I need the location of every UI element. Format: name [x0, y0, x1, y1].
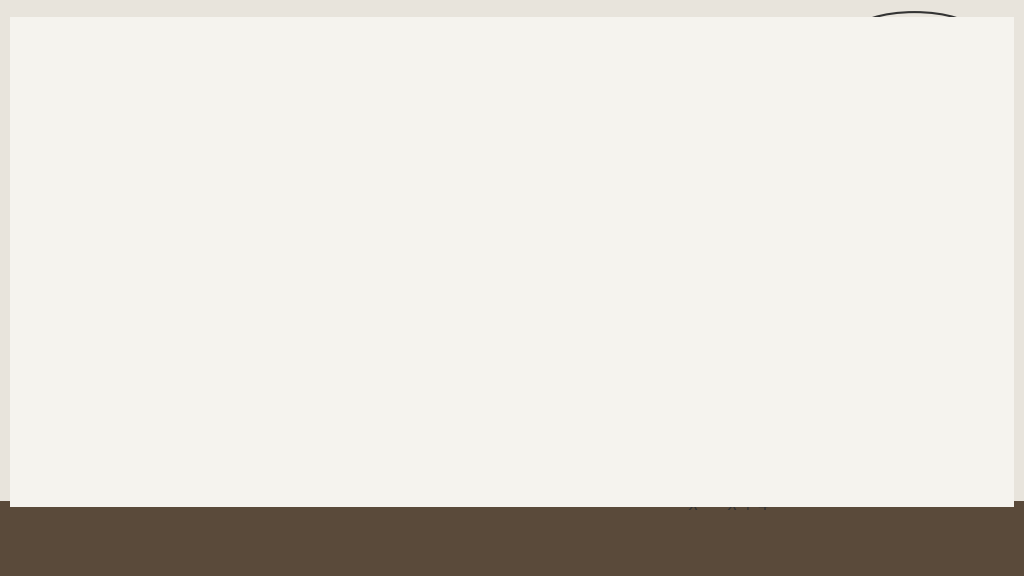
Text: 7.  Verify 3, −1, −1/3 are the zeroes of the cubic polynomial.: 7. Verify 3, −1, −1/3 are the zeroes of … — [56, 426, 676, 444]
Text: 5.  Find a quadratic polynomial, the sum and product of whose zeroes are 1/4, −1: 5. Find a quadratic polynomial, the sum … — [56, 92, 893, 110]
Text: 4.  Check whether −2 and 2 are the zeroes of the polynomial x⁴−16.: 4. Check whether −2 and 2 are the zeroes… — [56, 28, 754, 47]
Bar — [10, 468, 1014, 501]
Text: $x^2-x+4$: $x^2-x+4$ — [688, 495, 769, 515]
Text: = 0: = 0 — [187, 270, 222, 289]
Bar — [0, 501, 1024, 576]
Text: the following questions.: the following questions. — [307, 319, 558, 338]
Text: 8.  Draw the graph of y = 6 – x – x² and find zeroes from that graph.: 8. Draw the graph of y = 6 – x – x² and … — [56, 472, 752, 490]
Text: SECTION – III: SECTION – III — [429, 270, 595, 289]
Text: 2) Each question carries: 2) Each question carries — [123, 362, 379, 381]
Text: T.S.: T.S. — [30, 478, 60, 492]
Text: $p(x) = 3x^3-5x^2-11x-$: $p(x) = 3x^3-5x^2-11x-$ — [604, 420, 830, 446]
Text: $x=3$: $x=3$ — [892, 22, 937, 40]
Text: 4: 4 — [428, 362, 442, 381]
Text: all: all — [274, 319, 303, 338]
Text: 6.  If x³−6x²+6x+k is completely divisible by x−3, then find the value of k.: 6. If x³−6x²+6x+k is completely divisibl… — [56, 207, 817, 225]
Text: Note :   1) Answer: Note : 1) Answer — [56, 319, 249, 338]
Text: 1: 1 — [989, 476, 1001, 494]
Text: Marks.: Marks. — [445, 362, 523, 381]
Text: respectively.: respectively. — [102, 138, 230, 156]
FancyBboxPatch shape — [13, 471, 77, 500]
Text: 10th Mathematics (E.M.) ❖ Lesson-Wise Assignment – 3: 10th Mathematics (E.M.) ❖ Lesson-Wise As… — [87, 476, 632, 494]
Text: 2 × 4 = 8 M: 2 × 4 = 8 M — [839, 270, 964, 289]
